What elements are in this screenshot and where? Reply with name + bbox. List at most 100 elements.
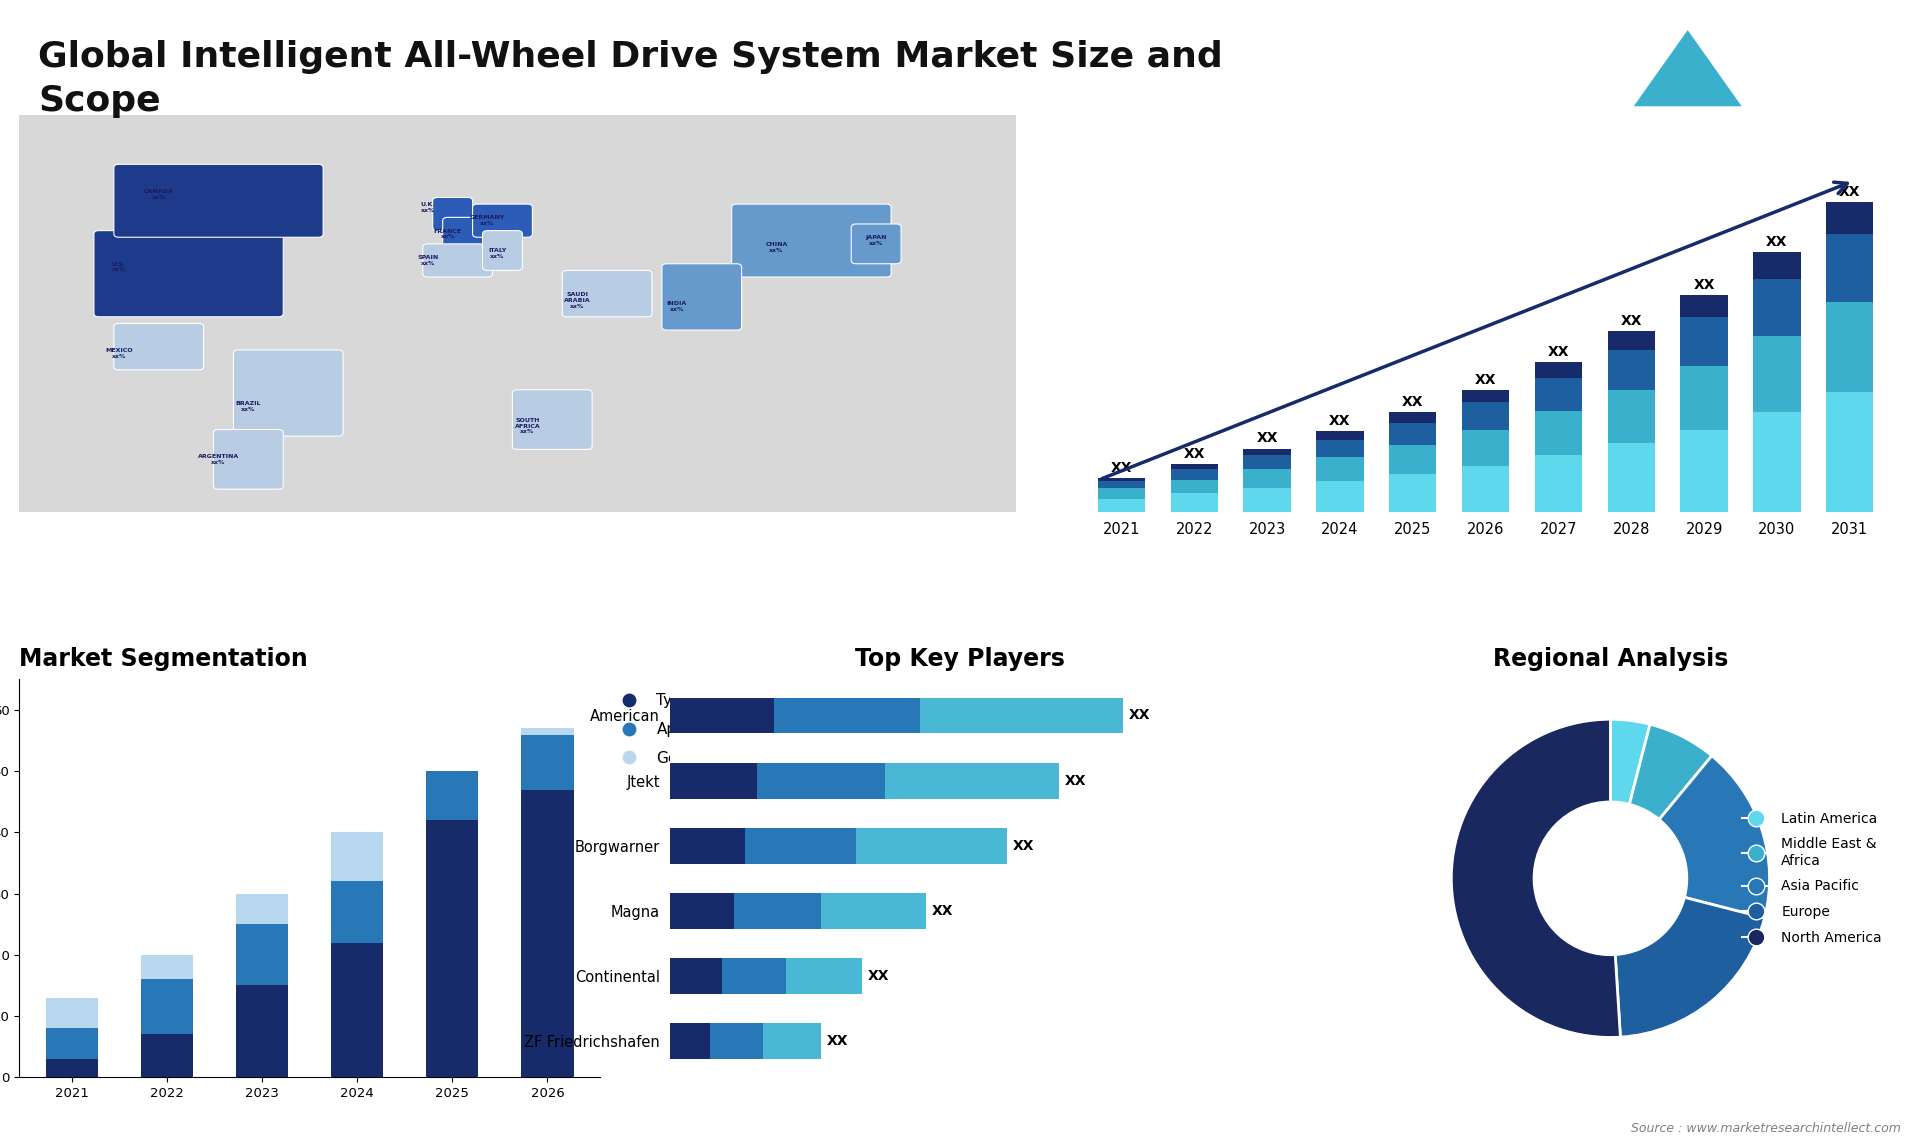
Bar xyxy=(1098,478,1144,481)
Bar xyxy=(722,958,785,994)
Text: ITALY
xx%: ITALY xx% xyxy=(488,249,507,259)
Bar xyxy=(236,894,288,924)
Bar xyxy=(745,827,856,864)
Bar xyxy=(140,955,194,980)
Text: SPAIN
xx%: SPAIN xx% xyxy=(417,256,438,266)
Bar xyxy=(710,1023,762,1059)
Bar xyxy=(762,1023,822,1059)
Bar xyxy=(670,1023,710,1059)
Text: GERMANY
xx%: GERMANY xx% xyxy=(470,215,505,226)
Bar xyxy=(330,943,384,1077)
Text: XX: XX xyxy=(931,904,952,918)
Text: Market Segmentation: Market Segmentation xyxy=(19,646,307,670)
Text: XX: XX xyxy=(1766,235,1788,249)
Bar xyxy=(1388,445,1436,474)
Bar xyxy=(1171,479,1217,494)
Bar xyxy=(46,1028,98,1059)
Text: FRANCE
xx%: FRANCE xx% xyxy=(434,228,461,240)
Text: XX: XX xyxy=(1402,395,1423,409)
Bar xyxy=(1461,402,1509,430)
Bar xyxy=(520,790,574,1077)
Bar xyxy=(236,986,288,1077)
Bar xyxy=(1753,413,1801,512)
Bar xyxy=(1317,481,1363,512)
Bar xyxy=(1534,378,1582,410)
Wedge shape xyxy=(1452,720,1620,1037)
FancyBboxPatch shape xyxy=(662,264,741,330)
Text: MARKET: MARKET xyxy=(1772,41,1814,50)
Text: XX: XX xyxy=(1129,708,1150,722)
Bar xyxy=(1607,390,1655,444)
Text: ARGENTINA
xx%: ARGENTINA xx% xyxy=(198,454,240,465)
Bar xyxy=(822,893,925,929)
Text: XX: XX xyxy=(1183,447,1206,461)
Text: XX: XX xyxy=(828,1034,849,1049)
Bar xyxy=(1607,350,1655,390)
Text: XX: XX xyxy=(868,970,889,983)
Bar xyxy=(1388,423,1436,445)
Bar xyxy=(1171,469,1217,479)
Bar xyxy=(426,771,478,821)
Bar xyxy=(1680,430,1728,512)
Bar xyxy=(885,763,1060,799)
Bar xyxy=(1607,444,1655,512)
FancyBboxPatch shape xyxy=(113,164,323,237)
Bar xyxy=(670,893,733,929)
Bar xyxy=(756,763,885,799)
Wedge shape xyxy=(1611,720,1649,804)
Bar xyxy=(1461,430,1509,465)
Text: BRAZIL
xx%: BRAZIL xx% xyxy=(236,401,261,411)
Bar xyxy=(1753,280,1801,336)
Bar xyxy=(670,958,722,994)
Text: Source : www.marketresearchintellect.com: Source : www.marketresearchintellect.com xyxy=(1630,1122,1901,1135)
Bar xyxy=(1098,481,1144,488)
Text: MEXICO
xx%: MEXICO xx% xyxy=(106,348,132,359)
Bar xyxy=(1098,499,1144,512)
Bar xyxy=(1388,474,1436,512)
Bar xyxy=(670,698,774,733)
Bar xyxy=(1534,362,1582,378)
Text: SAUDI
ARABIA
xx%: SAUDI ARABIA xx% xyxy=(564,292,591,308)
Text: XX: XX xyxy=(1693,277,1715,292)
Bar xyxy=(1753,336,1801,413)
Bar xyxy=(1534,410,1582,455)
FancyBboxPatch shape xyxy=(482,230,522,270)
FancyBboxPatch shape xyxy=(444,218,503,251)
Text: XX: XX xyxy=(1110,461,1133,474)
Text: XX: XX xyxy=(1329,414,1350,429)
Bar xyxy=(1171,464,1217,469)
Bar xyxy=(1461,465,1509,512)
Bar xyxy=(1680,317,1728,366)
Bar xyxy=(236,924,288,986)
FancyBboxPatch shape xyxy=(113,323,204,370)
Bar xyxy=(733,893,822,929)
Bar xyxy=(1680,295,1728,317)
Bar xyxy=(1244,448,1290,455)
Bar xyxy=(426,821,478,1077)
Bar xyxy=(46,1059,98,1077)
Bar xyxy=(670,827,745,864)
Text: XX: XX xyxy=(1839,185,1860,198)
Bar xyxy=(1244,455,1290,469)
Wedge shape xyxy=(1615,897,1764,1037)
Text: SOUTH
AFRICA
xx%: SOUTH AFRICA xx% xyxy=(515,418,540,434)
FancyBboxPatch shape xyxy=(234,350,344,437)
FancyBboxPatch shape xyxy=(513,390,591,449)
Text: U.K.
xx%: U.K. xx% xyxy=(420,202,436,213)
Text: XX: XX xyxy=(1066,774,1087,787)
Bar xyxy=(1317,431,1363,440)
Bar xyxy=(1826,392,1874,512)
Bar xyxy=(46,998,98,1028)
Wedge shape xyxy=(1659,755,1770,918)
Bar xyxy=(330,881,384,943)
FancyBboxPatch shape xyxy=(422,244,493,277)
Bar xyxy=(1388,413,1436,423)
Text: XX: XX xyxy=(1620,314,1642,328)
Text: XX: XX xyxy=(1475,372,1496,386)
Text: INDIA
xx%: INDIA xx% xyxy=(666,301,687,312)
FancyBboxPatch shape xyxy=(851,223,900,264)
FancyBboxPatch shape xyxy=(94,230,284,316)
Bar xyxy=(1680,366,1728,430)
Bar xyxy=(1244,469,1290,488)
Text: CHINA
xx%: CHINA xx% xyxy=(766,242,787,252)
